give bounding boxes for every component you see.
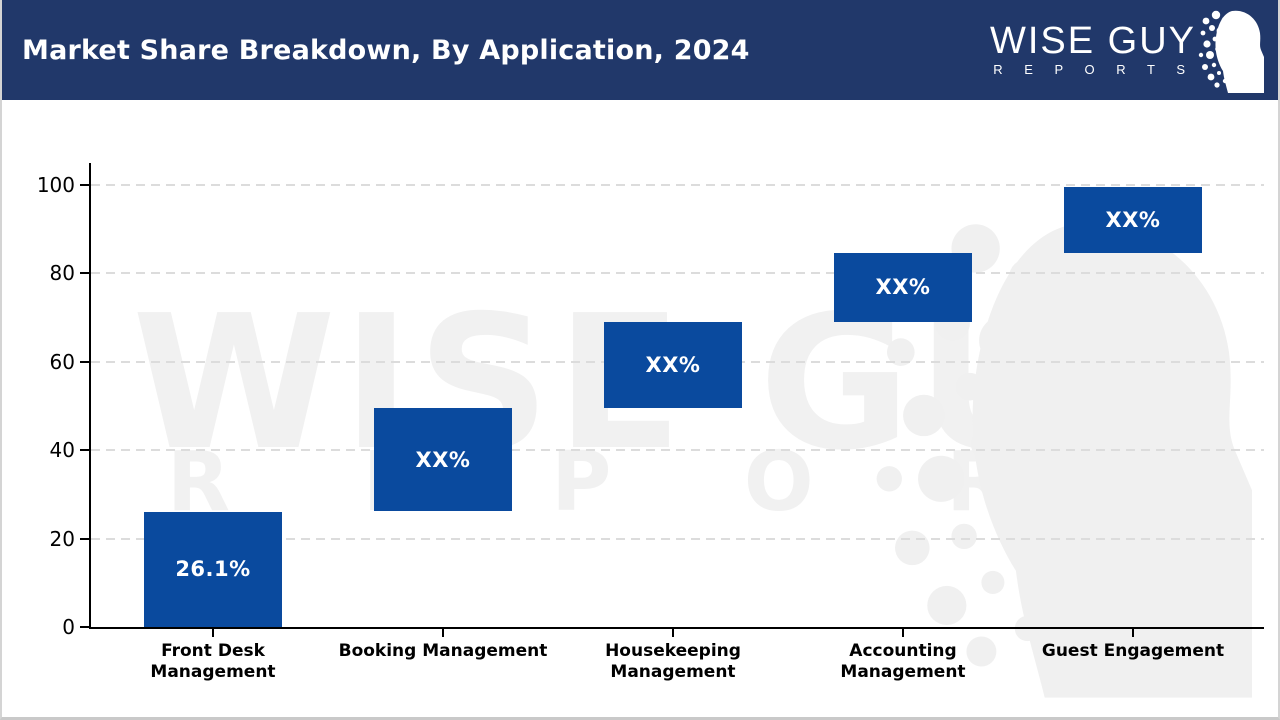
y-axis-tick-label: 60 xyxy=(49,349,75,374)
y-axis-tick xyxy=(80,272,89,274)
x-axis-category-label: Housekeeping Management xyxy=(553,641,793,683)
x-axis-category-label-line: Housekeeping xyxy=(605,641,741,661)
plot: 0 20 40 60 80 100 26.1% Front Desk Management XX%… xyxy=(2,100,1278,717)
gridline xyxy=(91,272,1264,274)
bar: XX% xyxy=(374,407,512,512)
bar-value-label: XX% xyxy=(1105,207,1161,232)
x-axis-category-label-line: Management xyxy=(150,662,276,682)
x-axis-category-label: Guest Engagement xyxy=(1013,641,1253,662)
logo-wordmark: WISE GUY R E P O R T S xyxy=(990,21,1196,79)
x-axis-category-label-line: Accounting xyxy=(849,641,957,661)
bar: XX% xyxy=(834,253,972,322)
x-axis-category-label: Booking Management xyxy=(323,641,563,662)
logo-face-icon xyxy=(1198,10,1264,93)
x-axis-category-label: Accounting Management xyxy=(783,641,1023,683)
x-axis-line xyxy=(89,627,1264,629)
bar-value-label: XX% xyxy=(875,275,931,300)
x-axis-tick xyxy=(442,629,444,637)
x-axis-category-label-line: Front Desk xyxy=(161,641,265,661)
y-axis-tick-label: 0 xyxy=(62,615,75,639)
x-axis-tick xyxy=(672,629,674,637)
gridline xyxy=(91,183,1264,186)
x-axis-tick xyxy=(212,629,214,637)
y-axis-tick-label: 80 xyxy=(49,261,75,285)
x-axis-category-label-line: Booking Management xyxy=(338,641,548,661)
bar: XX% xyxy=(1064,186,1202,254)
bar-value-label: XX% xyxy=(645,352,701,377)
gridline xyxy=(91,449,1264,451)
x-axis-tick xyxy=(902,629,904,637)
x-axis-tick xyxy=(1132,629,1134,637)
header: Market Share Breakdown, By Application, … xyxy=(2,0,1278,100)
gridline xyxy=(91,537,1264,540)
x-axis-category-label: Front Desk Management xyxy=(93,641,333,683)
bar: 26.1% xyxy=(144,511,282,627)
logo-wordmark-sub: R E P O R T S xyxy=(993,62,1194,77)
y-axis-tick xyxy=(80,537,89,540)
brand-logo: WISE GUY R E P O R T S xyxy=(990,7,1264,93)
x-axis-category-label-line: Guest Engagement xyxy=(1041,641,1225,661)
bar: XX% xyxy=(604,321,742,408)
y-axis-line xyxy=(89,163,91,629)
logo-wordmark-main: WISE GUY xyxy=(989,20,1196,62)
page-title: Market Share Breakdown, By Application, … xyxy=(22,34,750,66)
y-axis-tick xyxy=(80,360,89,363)
x-axis-category-label-line: Management xyxy=(610,662,736,682)
x-axis-category-label-line: Management xyxy=(840,662,966,682)
y-axis-tick-label: 100 xyxy=(36,172,75,197)
y-axis-tick-label: 20 xyxy=(49,526,75,551)
bar-value-label: XX% xyxy=(415,447,471,472)
y-axis-tick xyxy=(80,626,89,628)
bar-value-label: 26.1% xyxy=(175,557,251,582)
y-axis-tick xyxy=(80,183,89,186)
y-axis-tick xyxy=(80,449,89,451)
chart-area: WISE GUY R E P O R T S 02040608010026.1%… xyxy=(2,100,1278,717)
y-axis-tick-label: 40 xyxy=(49,438,75,462)
